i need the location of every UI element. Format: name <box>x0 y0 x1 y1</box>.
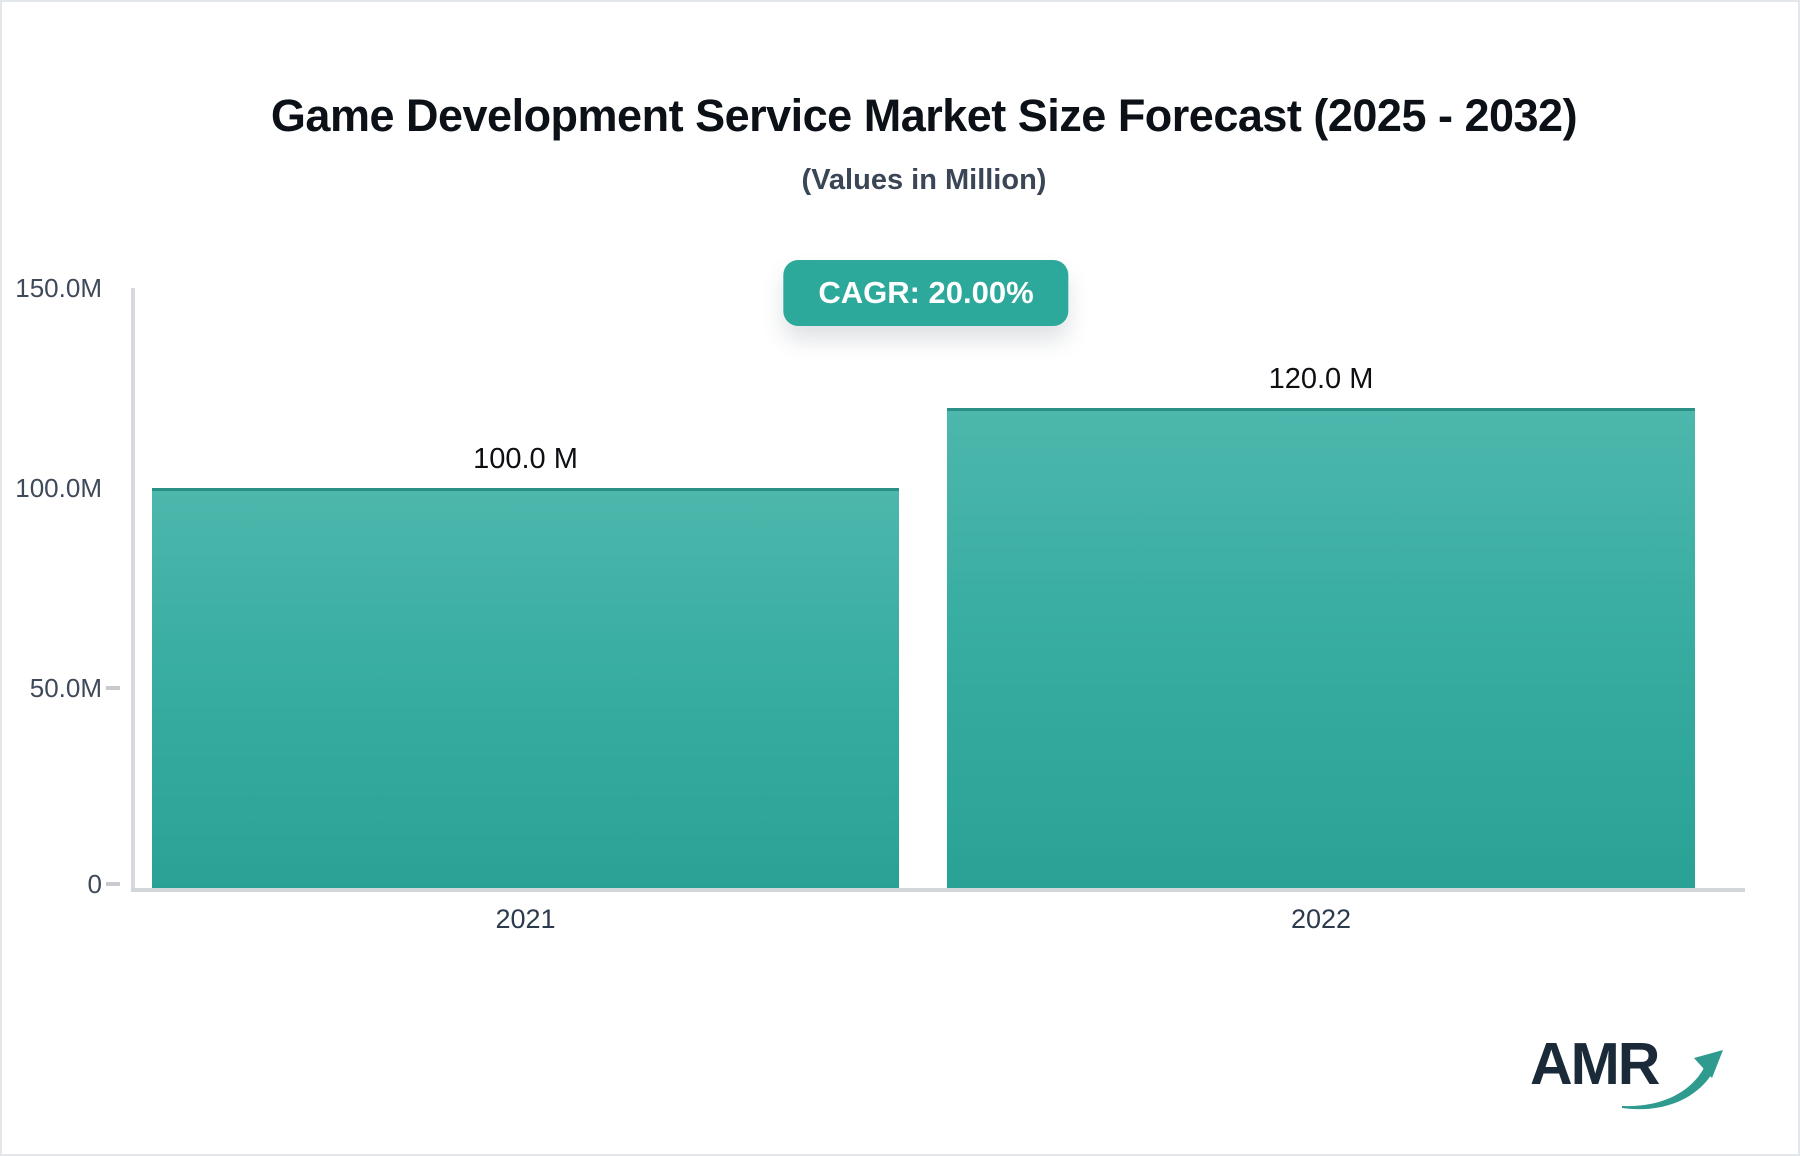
y-axis-tick-label-150m: 150.0M <box>15 273 102 303</box>
plot-area: 100.0 M 120.0 M <box>131 288 1745 888</box>
y-axis-tick-label-100m: 100.0M <box>15 473 102 503</box>
bar-2021 <box>152 488 899 888</box>
trend-up-arrow-icon <box>1622 1050 1723 1110</box>
chart-title: Game Development Service Market Size For… <box>270 90 1578 141</box>
bar-value-label-2021: 100.0 M <box>473 443 578 475</box>
chart-header: Game Development Service Market Size For… <box>26 90 1798 197</box>
amr-logo-text: AMR <box>1530 1031 1660 1097</box>
cagr-badge: CAGR: 20.00% <box>783 260 1069 326</box>
y-axis-tick-label-50m: 50.0M <box>29 673 102 703</box>
bar-2022 <box>947 408 1695 888</box>
x-axis-label-2021: 2021 <box>495 904 556 934</box>
y-axis-tick-mark-50m <box>106 686 120 690</box>
y-axis-tick-label-0: 0 <box>87 869 102 899</box>
amr-logo: AMR <box>1530 1028 1750 1128</box>
y-axis-line <box>131 288 135 890</box>
x-axis-label-2022: 2022 <box>1290 904 1352 934</box>
bar-value-label-2022: 120.0 M <box>1268 363 1374 395</box>
y-axis-tick-mark-0 <box>106 882 120 886</box>
chart-subtitle: (Values in Million) <box>801 164 1047 196</box>
x-axis-line <box>131 888 1745 892</box>
